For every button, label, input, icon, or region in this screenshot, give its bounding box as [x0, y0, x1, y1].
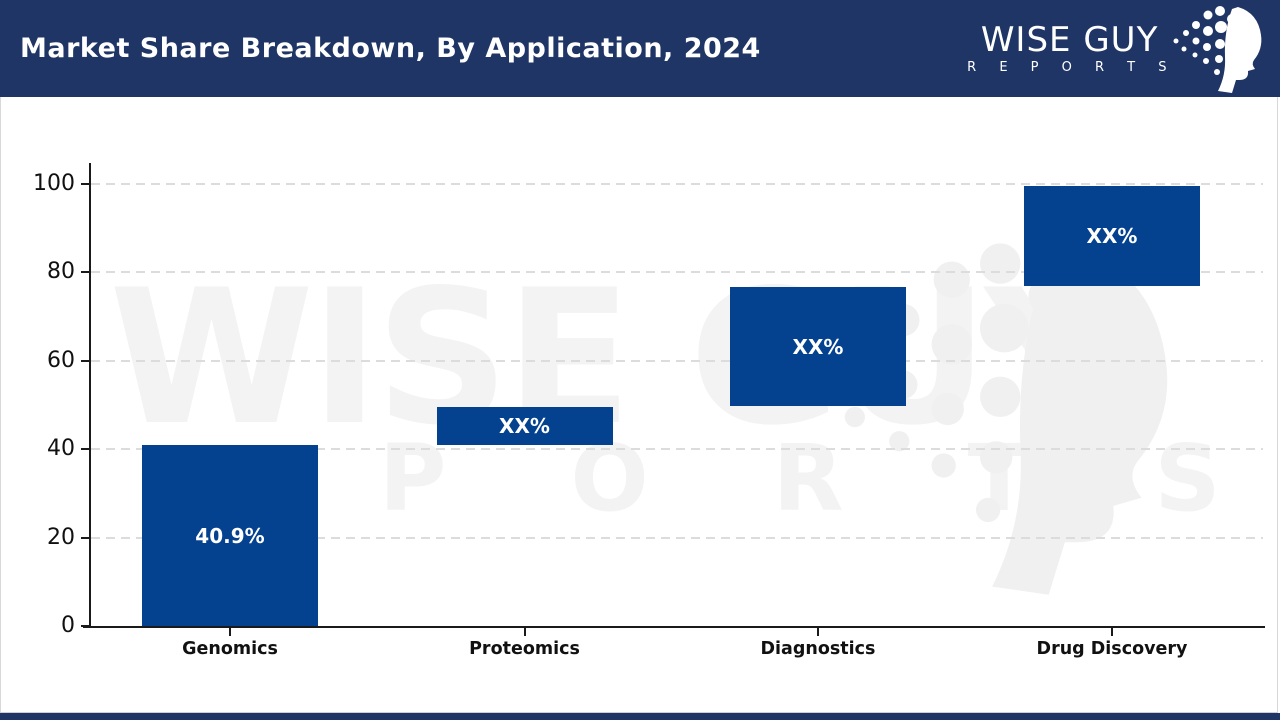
logo-subtitle: R E P O R T S [967, 59, 1176, 75]
gridline-y-100 [91, 182, 1263, 185]
x-tick-1 [523, 628, 526, 636]
y-tick-label-40: 40 [47, 436, 75, 461]
logo-face-dots-icon [1173, 5, 1262, 93]
chart-canvas: WISE GUY P O R T S 0 20 40 60 80 100 40.9% XX% X… [0, 97, 1278, 713]
category-label-genomics: Genomics [182, 639, 278, 659]
x-axis-line [83, 626, 1265, 628]
gridline-y-40 [91, 448, 1263, 450]
y-tick-100 [81, 182, 90, 185]
bar-diagnostics: XX% [730, 287, 906, 407]
bar-drug-discovery: XX% [1024, 186, 1200, 287]
gridline-y-80 [91, 271, 1263, 273]
y-tick-20 [81, 536, 90, 539]
y-tick-label-20: 20 [47, 524, 75, 550]
bar-value-label: XX% [1086, 224, 1138, 249]
bar-value-label: XX% [792, 334, 844, 359]
logo-wordmark: WISE GUY [980, 19, 1159, 60]
plot-area: 0 20 40 60 80 100 40.9% XX% XX% XX% Genomics Proteo… [1, 97, 1277, 712]
y-tick-label-80: 80 [47, 259, 75, 284]
bar-value-label: 40.9% [195, 523, 265, 548]
gridline-y-20 [91, 536, 1263, 539]
header-banner: Market Share Breakdown, By Application, … [0, 0, 1280, 97]
bar-genomics: 40.9% [142, 445, 318, 626]
x-tick-2 [817, 628, 819, 636]
page-title: Market Share Breakdown, By Application, … [20, 33, 761, 64]
y-tick-80 [81, 271, 90, 273]
x-tick-0 [229, 628, 231, 636]
y-tick-label-0: 0 [61, 613, 75, 638]
y-tick-label-100: 100 [33, 170, 75, 196]
y-tick-60 [81, 359, 90, 362]
category-label-proteomics: Proteomics [469, 639, 580, 659]
footer-bar [0, 713, 1280, 720]
gridline-y-60 [91, 359, 1263, 362]
y-tick-40 [81, 448, 90, 450]
bar-value-label: XX% [499, 414, 550, 439]
bar-proteomics: XX% [436, 407, 613, 445]
logo-text: WISE GUY R E P O R T S [963, 23, 1176, 75]
y-axis-line [89, 163, 91, 626]
y-tick-label-60: 60 [47, 347, 75, 373]
category-label-diagnostics: Diagnostics [760, 639, 876, 659]
category-label-drug-discovery: Drug Discovery [1036, 639, 1188, 659]
x-tick-3 [1111, 628, 1113, 636]
y-tick-0 [81, 625, 90, 627]
wise-guy-reports-logo: WISE GUY R E P O R T S [963, 3, 1280, 95]
